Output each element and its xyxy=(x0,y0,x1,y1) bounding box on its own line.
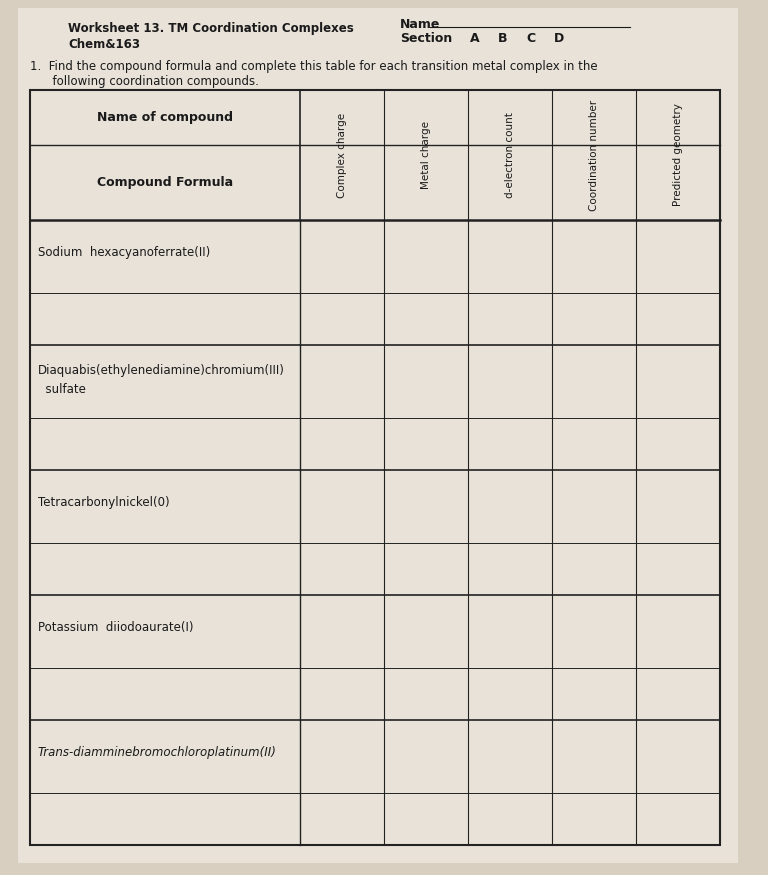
Text: B: B xyxy=(498,32,508,45)
Bar xyxy=(30,90,720,845)
Text: d-electron count: d-electron count xyxy=(505,112,515,198)
Text: Worksheet 13. TM Coordination Complexes: Worksheet 13. TM Coordination Complexes xyxy=(68,22,354,35)
Text: Chem&163: Chem&163 xyxy=(68,38,140,51)
Text: Potassium  diiodoaurate(I): Potassium diiodoaurate(I) xyxy=(38,621,194,634)
Text: sulfate: sulfate xyxy=(38,383,86,396)
Text: Sodium  hexacyanoferrate(II): Sodium hexacyanoferrate(II) xyxy=(38,246,210,259)
Text: Predicted geometry: Predicted geometry xyxy=(673,103,683,206)
Text: Trans-diamminebromochloroplatinum(II): Trans-diamminebromochloroplatinum(II) xyxy=(38,746,277,760)
Text: Compound Formula: Compound Formula xyxy=(97,176,233,189)
Text: C: C xyxy=(526,32,535,45)
Text: 1.  Find the compound formula and complete this table for each transition metal : 1. Find the compound formula and complet… xyxy=(30,60,598,88)
Text: Complex charge: Complex charge xyxy=(337,113,347,198)
Text: Name of compound: Name of compound xyxy=(97,111,233,124)
Text: Name: Name xyxy=(400,18,440,31)
Text: Diaquabis(ethylenediamine)chromium(III): Diaquabis(ethylenediamine)chromium(III) xyxy=(38,364,285,377)
Text: D: D xyxy=(554,32,564,45)
Text: Tetracarbonylnickel(0): Tetracarbonylnickel(0) xyxy=(38,496,170,509)
Text: Section: Section xyxy=(400,32,452,45)
Text: Metal charge: Metal charge xyxy=(421,121,431,189)
Text: A: A xyxy=(470,32,480,45)
Text: Coordination number: Coordination number xyxy=(589,100,599,211)
